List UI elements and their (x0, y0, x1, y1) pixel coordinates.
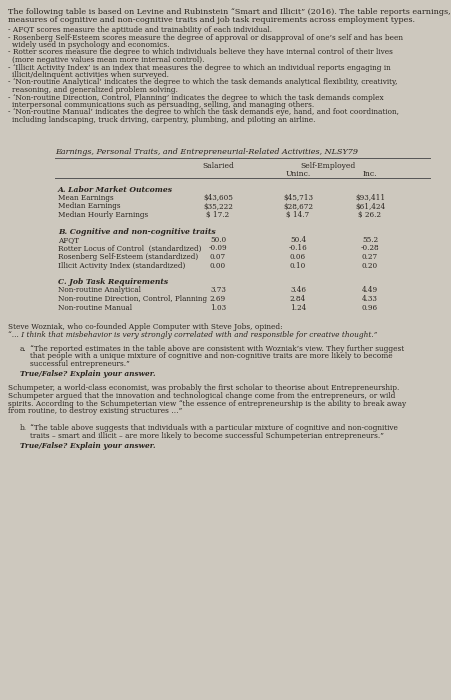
Text: measures of cognitive and non-cognitive traits and job task requirements across : measures of cognitive and non-cognitive … (8, 16, 415, 24)
Text: Mean Earnings: Mean Earnings (58, 194, 114, 202)
Text: Rotter Locus of Control  (standardized): Rotter Locus of Control (standardized) (58, 244, 202, 253)
Text: Rosenberg Self-Esteem (standardized): Rosenberg Self-Esteem (standardized) (58, 253, 198, 261)
Text: widely used in psychology and economics.: widely used in psychology and economics. (12, 41, 170, 49)
Text: 0.00: 0.00 (210, 262, 226, 270)
Text: $45,713: $45,713 (283, 194, 313, 202)
Text: that people with a unique mixture of cognitive and non-cognitive traits are more: that people with a unique mixture of cog… (30, 353, 393, 360)
Text: interpersonal communications such as persuading, selling, and managing others.: interpersonal communications such as per… (12, 101, 314, 109)
Text: 4.49: 4.49 (362, 286, 378, 295)
Text: 0.27: 0.27 (362, 253, 378, 261)
Text: “... I think that misbehavior is very strongly correlated with and responsible f: “... I think that misbehavior is very st… (8, 331, 377, 339)
Text: b.: b. (20, 424, 27, 433)
Text: Self-Employed: Self-Employed (300, 162, 356, 171)
Text: 1.03: 1.03 (210, 304, 226, 312)
Text: reasoning, and generalized problem solving.: reasoning, and generalized problem solvi… (12, 86, 178, 94)
Text: $35,222: $35,222 (203, 202, 233, 211)
Text: Illicit Activity Index (standardized): Illicit Activity Index (standardized) (58, 262, 185, 270)
Text: $28,672: $28,672 (283, 202, 313, 211)
Text: Uninc.: Uninc. (285, 171, 311, 178)
Text: -0.16: -0.16 (289, 244, 308, 253)
Text: traits – smart and illicit – are more likely to become successful Schumpeterian : traits – smart and illicit – are more li… (30, 432, 384, 440)
Text: 50.4: 50.4 (290, 236, 306, 244)
Text: Non-routine Analytical: Non-routine Analytical (58, 286, 141, 295)
Text: 0.07: 0.07 (210, 253, 226, 261)
Text: Median Earnings: Median Earnings (58, 202, 120, 211)
Text: - Rotter scores measure the degree to which individuals believe they have intern: - Rotter scores measure the degree to wh… (8, 48, 393, 57)
Text: Salaried: Salaried (202, 162, 234, 171)
Text: illicit/delinquent activities when surveyed.: illicit/delinquent activities when surve… (12, 71, 169, 79)
Text: $61,424: $61,424 (355, 202, 385, 211)
Text: - ‘Non-routine Direction, Control, Planning’ indicates the degree to which the t: - ‘Non-routine Direction, Control, Plann… (8, 94, 384, 102)
Text: spirits. According to the Schumpeterian view “the essence of entrepreneurship is: spirits. According to the Schumpeterian … (8, 400, 406, 407)
Text: 2.84: 2.84 (290, 295, 306, 303)
Text: Non-routine Manual: Non-routine Manual (58, 304, 132, 312)
Text: True/False? Explain your answer.: True/False? Explain your answer. (20, 370, 156, 379)
Text: 3.46: 3.46 (290, 286, 306, 295)
Text: a.: a. (20, 345, 27, 353)
Text: (more negative values mean more internal control).: (more negative values mean more internal… (12, 56, 204, 64)
Text: from routine, to destroy existing structures …”: from routine, to destroy existing struct… (8, 407, 182, 415)
Text: C. Job Task Requirements: C. Job Task Requirements (58, 278, 168, 286)
Text: Steve Wozniak, who co-founded Apple Computer with Steve Jobs, opined:: Steve Wozniak, who co-founded Apple Comp… (8, 323, 283, 331)
Text: including landscaping, truck driving, carpentry, plumbing, and piloting an airli: including landscaping, truck driving, ca… (12, 116, 316, 124)
Text: Schumpeter argued that the innovation and technological change come from the ent: Schumpeter argued that the innovation an… (8, 392, 396, 400)
Text: - ‘Non-routine Manual’ indicates the degree to which the task demands eye, hand,: - ‘Non-routine Manual’ indicates the deg… (8, 108, 399, 116)
Text: A. Labor Market Outcomes: A. Labor Market Outcomes (58, 186, 173, 193)
Text: 0.10: 0.10 (290, 262, 306, 270)
Text: - ‘Illicit Activity Index’ is an index that measures the degree to which an indi: - ‘Illicit Activity Index’ is an index t… (8, 64, 391, 71)
Text: successful entrepreneurs.”: successful entrepreneurs.” (30, 360, 130, 368)
Text: 0.06: 0.06 (290, 253, 306, 261)
Text: Schumpeter, a world-class economist, was probably the first scholar to theorise : Schumpeter, a world-class economist, was… (8, 384, 400, 393)
Text: -0.09: -0.09 (209, 244, 227, 253)
Text: -0.28: -0.28 (361, 244, 379, 253)
Text: “The reported estimates in the table above are consistent with Wozniak’s view. T: “The reported estimates in the table abo… (30, 345, 404, 353)
Text: Earnings, Personal Traits, and Entrepreneurial-Related Activities, NLSY79: Earnings, Personal Traits, and Entrepren… (55, 148, 358, 157)
Text: 50.0: 50.0 (210, 236, 226, 244)
Text: $ 17.2: $ 17.2 (207, 211, 230, 219)
Text: 4.33: 4.33 (362, 295, 378, 303)
Text: 1.24: 1.24 (290, 304, 306, 312)
Text: The following table is based on Levine and Rubinstein “Smart and Illicit” (2016): The following table is based on Levine a… (8, 8, 451, 16)
Text: 3.73: 3.73 (210, 286, 226, 295)
Text: Median Hourly Earnings: Median Hourly Earnings (58, 211, 148, 219)
Text: - AFQT scores measure the aptitude and trainability of each individual.: - AFQT scores measure the aptitude and t… (8, 26, 272, 34)
Text: $43,605: $43,605 (203, 194, 233, 202)
Text: Non-routine Direction, Control, Planning: Non-routine Direction, Control, Planning (58, 295, 207, 303)
Text: 0.96: 0.96 (362, 304, 378, 312)
Text: AFQT: AFQT (58, 236, 79, 244)
Text: $ 14.7: $ 14.7 (286, 211, 309, 219)
Text: - Rosenberg Self-Esteem scores measure the degree of approval or disapproval of : - Rosenberg Self-Esteem scores measure t… (8, 34, 403, 41)
Text: 2.69: 2.69 (210, 295, 226, 303)
Text: 55.2: 55.2 (362, 236, 378, 244)
Text: $ 26.2: $ 26.2 (359, 211, 382, 219)
Text: Inc.: Inc. (363, 171, 377, 178)
Text: “The table above suggests that individuals with a particular mixture of cognitiv: “The table above suggests that individua… (30, 424, 398, 433)
Text: True/False? Explain your answer.: True/False? Explain your answer. (20, 442, 156, 451)
Text: $93,411: $93,411 (355, 194, 385, 202)
Text: 0.20: 0.20 (362, 262, 378, 270)
Text: B. Cognitive and non-cognitive traits: B. Cognitive and non-cognitive traits (58, 228, 216, 235)
Text: - ‘Non-routine Analytical’ indicates the degree to which the task demands analyt: - ‘Non-routine Analytical’ indicates the… (8, 78, 397, 87)
